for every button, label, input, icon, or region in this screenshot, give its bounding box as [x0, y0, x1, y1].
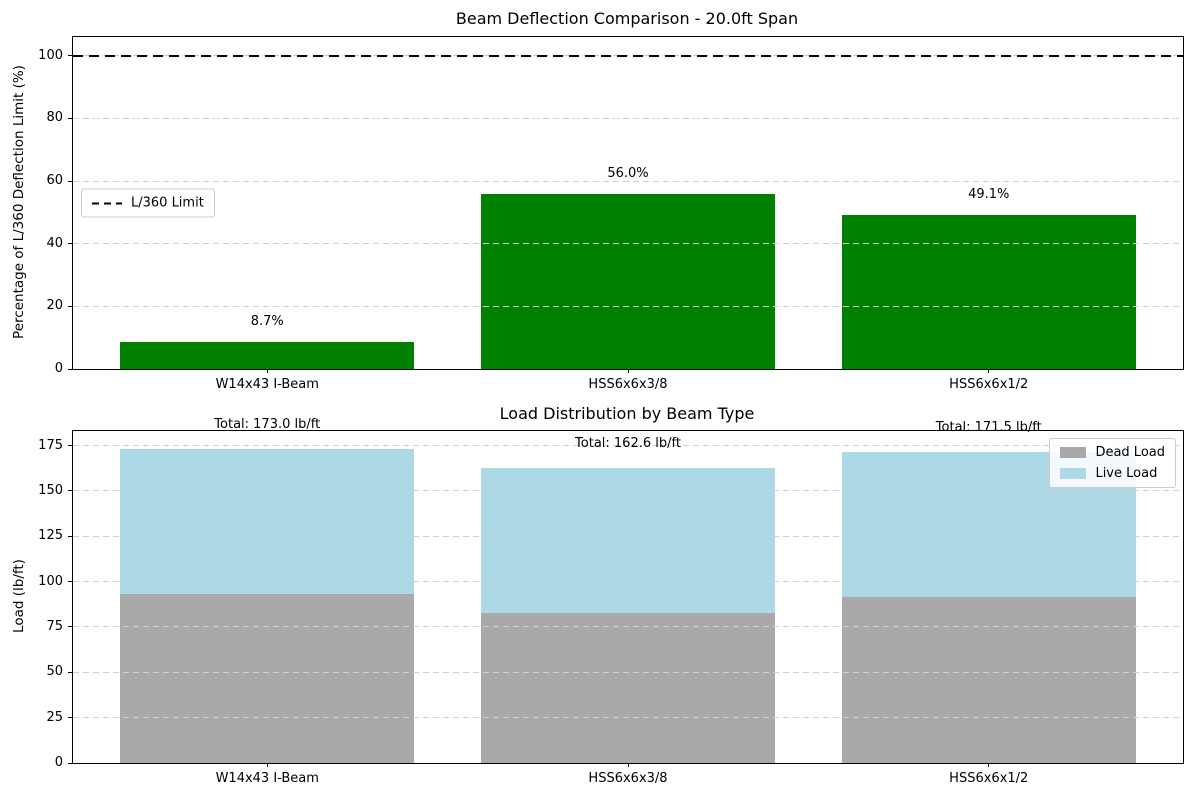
legend-row: Dead Load: [1060, 445, 1165, 460]
live-load-swatch: [1060, 468, 1087, 479]
x-tick-label: HSS6x6x1/2: [949, 771, 1029, 786]
x-tick-mark: [627, 763, 629, 767]
gridline-y-150: [73, 490, 1183, 492]
live-load-segment: [120, 449, 415, 595]
plot-area: 0 20 40 60 80 100 W14x43 I-Beam HSS6x6x3/8 HSS6x…: [38, 36, 1184, 392]
y-tick-mark: [68, 445, 72, 446]
dashed-line-swatch: [92, 202, 122, 204]
x-tick-mark: [266, 369, 268, 373]
y-tick-mark: [68, 535, 72, 537]
live-load-segment: [480, 468, 776, 614]
gridline-y-25: [73, 717, 1183, 719]
y-tick-label: 125: [38, 528, 63, 544]
gridline-y-50: [73, 671, 1183, 673]
total-load-label: Total: 171.5 lb/ft: [935, 419, 1042, 435]
y-tick-mark: [68, 55, 72, 57]
y-tick-mark: [68, 180, 72, 182]
y-tick-mark: [68, 717, 72, 719]
plot-area: 0 25 50 75 100 125 150 175 W14x43 I-Beam HSS6x6x3…: [38, 417, 1184, 786]
gridline-y-80: [73, 117, 1183, 119]
deflection-bar: [480, 193, 776, 369]
deflection-bar: [841, 215, 1136, 369]
x-tick-label: W14x43 I-Beam: [215, 771, 319, 786]
x-tick-mark: [266, 763, 268, 767]
dead-load-segment: [120, 594, 415, 763]
gridline-y-20: [73, 305, 1183, 307]
x-tick-label: HSS6x6x3/8: [588, 771, 668, 786]
x-tick-label: HSS6x6x3/8: [588, 377, 668, 392]
x-tick-mark: [988, 369, 990, 373]
legend-row: Live Load: [1060, 466, 1165, 481]
chart-title: Load Distribution by Beam Type: [499, 404, 755, 423]
y-tick-label: 60: [46, 173, 63, 189]
chart-title: Beam Deflection Comparison - 20.0ft Span: [455, 9, 799, 28]
dead-load-segment: [841, 597, 1136, 763]
deflection-chart: Beam Deflection Comparison - 20.0ft Span…: [11, 9, 1184, 392]
dead-load-swatch: [1060, 447, 1087, 458]
dead-load-segment: [480, 613, 776, 763]
gridline-y-100: [73, 581, 1183, 583]
bar-value-label: 8.7%: [250, 313, 284, 329]
deflection-bar: [120, 341, 415, 369]
y-tick-label: 80: [46, 110, 63, 126]
y-tick-mark: [68, 117, 72, 119]
y-tick-mark: [68, 762, 72, 764]
legend: L/360 Limit: [81, 188, 215, 218]
y-tick-mark: [68, 490, 72, 492]
y-tick-label: 25: [46, 709, 63, 725]
total-load-label: Total: 162.6 lb/ft: [575, 436, 681, 452]
x-tick-mark: [988, 763, 990, 767]
y-tick-label: 75: [46, 618, 63, 634]
x-tick-label: W14x43 I-Beam: [215, 377, 319, 392]
gridline-y-60: [73, 180, 1183, 182]
y-tick-mark: [68, 305, 72, 307]
load-distribution-chart: Load Distribution by Beam Type Load (lb/…: [0, 400, 1200, 800]
y-tick-label: 0: [54, 361, 63, 376]
deflection-limit-line: [73, 54, 1183, 57]
bar-value-label: 56.0%: [607, 165, 649, 181]
y-tick-label: 40: [46, 235, 63, 251]
y-tick-label: 100: [38, 47, 63, 63]
y-tick-label: 20: [46, 298, 63, 314]
legend-label: Live Load: [1095, 466, 1158, 481]
x-tick-mark: [627, 369, 629, 373]
x-tick-label: HSS6x6x1/2: [949, 377, 1029, 392]
y-tick-label: 50: [46, 664, 63, 680]
total-load-label: Total: 173.0 lb/ft: [214, 417, 321, 433]
legend-label: Dead Load: [1095, 445, 1165, 460]
gridline-y-75: [73, 626, 1183, 628]
bar-value-label: 49.1%: [968, 187, 1010, 203]
y-tick-mark: [68, 581, 72, 583]
y-tick-label: 0: [54, 755, 63, 770]
legend-label: L/360 Limit: [131, 195, 204, 211]
gridline-y-40: [73, 243, 1183, 245]
y-tick-mark: [68, 671, 72, 673]
y-tick-label: 175: [38, 437, 63, 453]
y-tick-label: 100: [38, 573, 63, 589]
legend: Dead Load Live Load: [1049, 438, 1176, 488]
y-tick-mark: [68, 626, 72, 628]
y-tick-label: 150: [38, 482, 63, 498]
y-tick-mark: [68, 243, 72, 245]
y-tick-mark: [68, 368, 72, 370]
gridline-y-175: [73, 445, 1183, 446]
gridline-y-125: [73, 535, 1183, 537]
